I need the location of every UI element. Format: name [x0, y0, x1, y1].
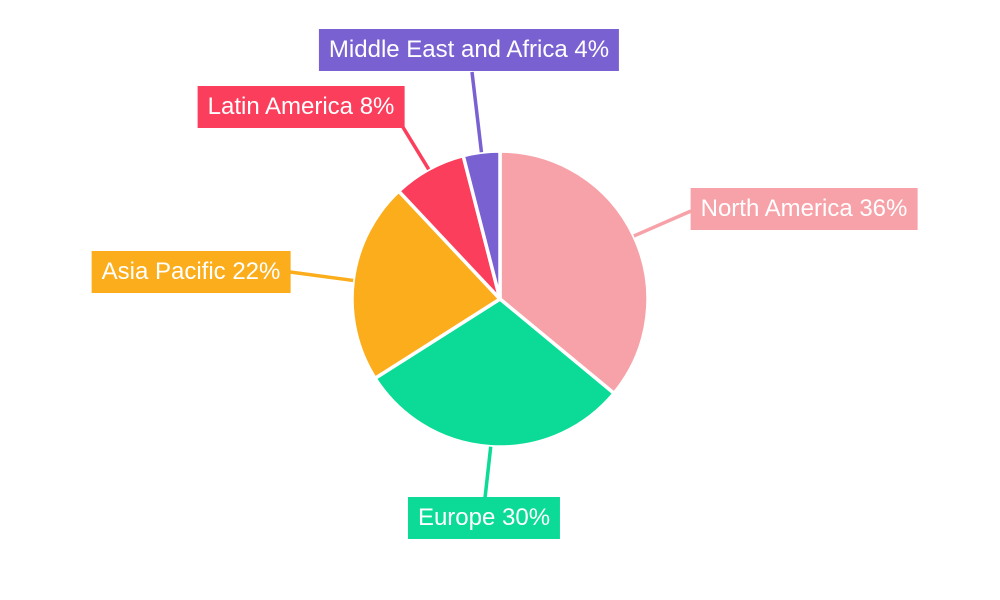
leader-line-latin-america	[399, 123, 431, 171]
leader-line-north-america	[633, 209, 692, 238]
pie-label-north-america: North America 36%	[690, 188, 918, 230]
leader-line-asia-pacific	[289, 270, 354, 283]
leader-line-middle-east-and-africa	[470, 71, 484, 153]
leader-line-europe	[483, 446, 493, 499]
pie-label-asia-pacific: Asia Pacific 22%	[91, 251, 291, 293]
pie-label-latin-america: Latin America 8%	[197, 86, 405, 128]
pie-label-europe: Europe 30%	[407, 497, 561, 539]
pie-slice-asia-pacific	[350, 189, 502, 381]
pie-label-middle-east-and-africa: Middle East and Africa 4%	[318, 29, 620, 71]
